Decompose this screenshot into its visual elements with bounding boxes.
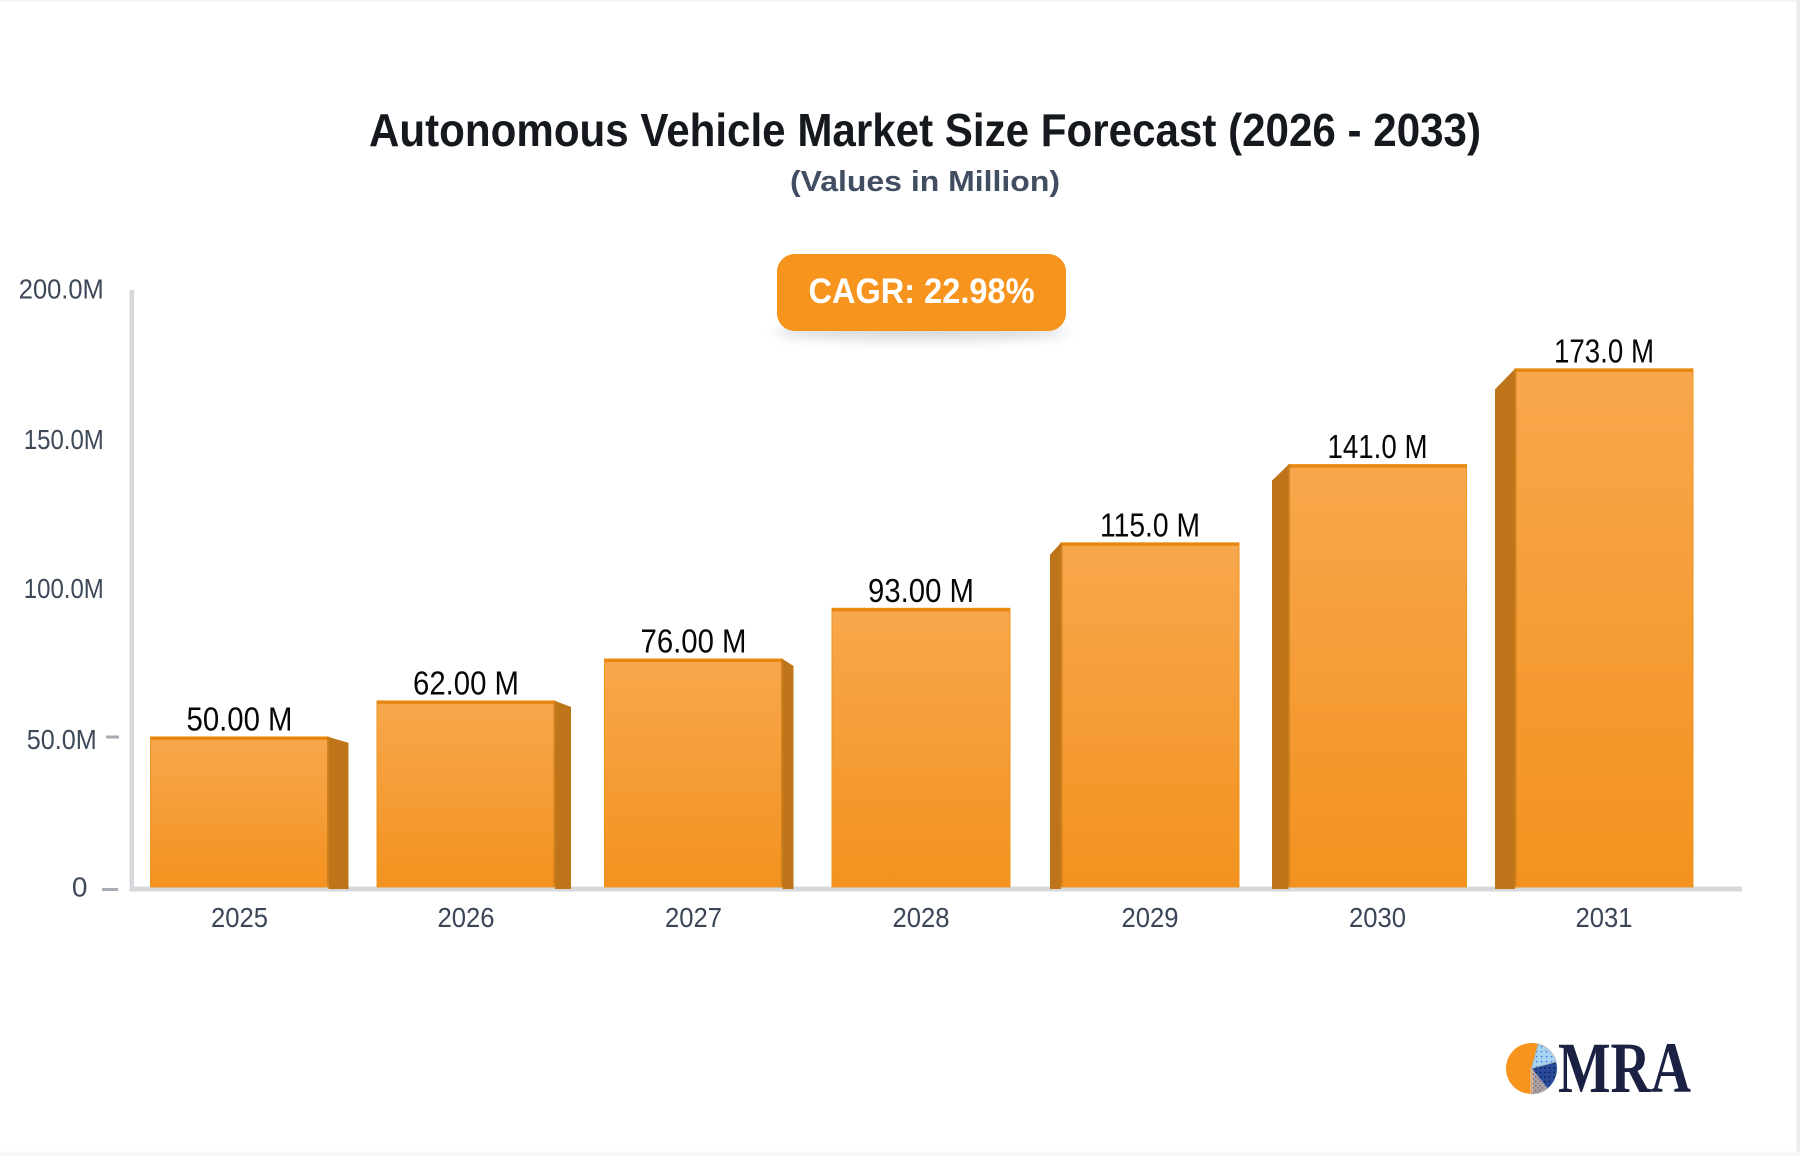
- svg-text:2025: 2025: [211, 902, 268, 933]
- svg-text:2028: 2028: [893, 902, 950, 933]
- svg-text:Autonomous Vehicle Market Size: Autonomous Vehicle Market Size Forecast …: [369, 104, 1481, 156]
- svg-text:2026: 2026: [438, 902, 495, 933]
- svg-text:50.00 M: 50.00 M: [187, 700, 293, 737]
- svg-text:2027: 2027: [665, 902, 722, 933]
- svg-text:173.0 M: 173.0 M: [1554, 332, 1654, 369]
- svg-text:100.0M: 100.0M: [24, 573, 104, 604]
- svg-text:115.0 M: 115.0 M: [1100, 506, 1200, 543]
- svg-text:2031: 2031: [1576, 902, 1633, 933]
- svg-text:50.0M: 50.0M: [27, 724, 97, 755]
- svg-text:(Values in Million): (Values in Million): [790, 166, 1060, 198]
- svg-text:MRA: MRA: [1558, 1028, 1691, 1108]
- svg-text:62.00 M: 62.00 M: [413, 664, 519, 701]
- svg-text:93.00 M: 93.00 M: [868, 572, 974, 609]
- svg-text:200.0M: 200.0M: [19, 274, 104, 305]
- svg-text:76.00 M: 76.00 M: [641, 623, 747, 660]
- svg-text:150.0M: 150.0M: [24, 424, 104, 455]
- svg-text:141.0 M: 141.0 M: [1328, 428, 1428, 465]
- svg-text:CAGR: 22.98%: CAGR: 22.98%: [809, 272, 1035, 311]
- svg-text:2029: 2029: [1122, 902, 1179, 933]
- svg-text:0: 0: [72, 871, 88, 902]
- svg-text:2030: 2030: [1349, 902, 1406, 933]
